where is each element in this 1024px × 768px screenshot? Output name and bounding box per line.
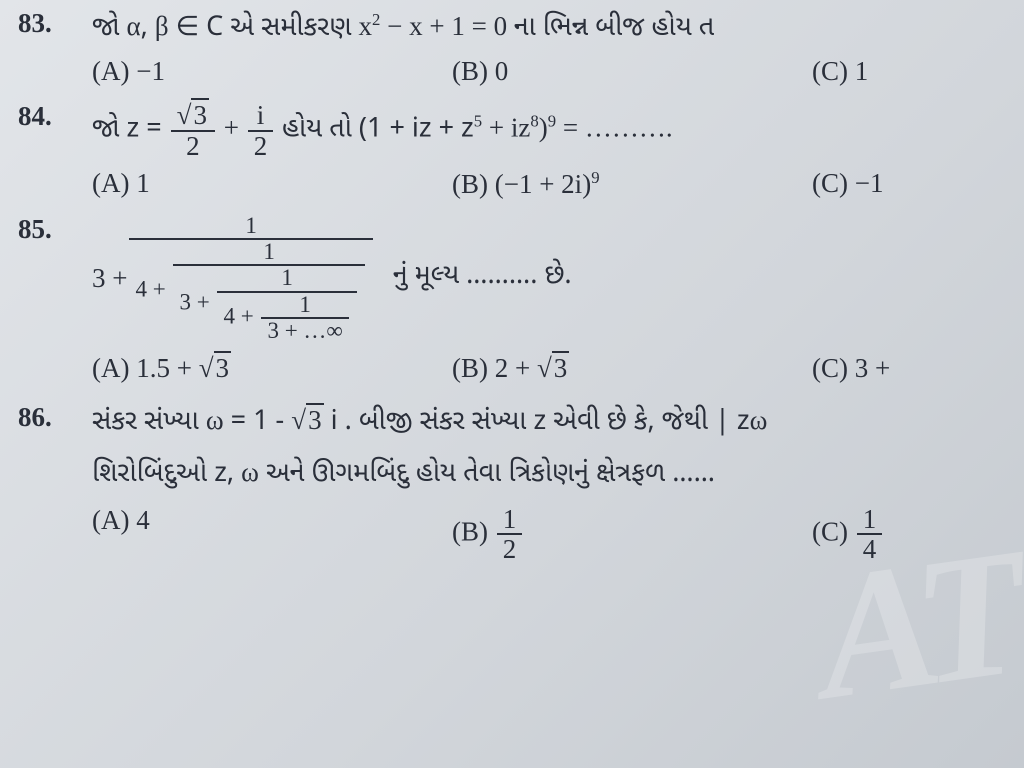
q83-options: (A) −1 (B) 0 (C) 1 — [92, 56, 1006, 87]
q84-option-b: (B) (−1 + 2i)9 — [452, 168, 812, 200]
q86-line2: શિરોબિંદુઓ z, ω અને ઊગમબિંદુ હોય તેવા ત્… — [92, 458, 715, 494]
q86-option-b: (B) 1 2 — [452, 505, 812, 564]
q84-frac2: i 2 — [248, 101, 274, 160]
q84-text: જો z = 3 2 + i 2 હોય તો (1 + iz + z5 + i… — [92, 101, 1006, 160]
q86-number: 86. — [18, 402, 52, 433]
q86-text: સંકર સંખ્યા ω = 1 − 3 i . બીજી સંકર સંખ્… — [92, 402, 1006, 495]
q84-option-a: (A) 1 — [92, 168, 452, 200]
q86-line1-pre: સંકર સંખ્યા ω = 1 − — [92, 406, 291, 441]
q85-continued-fraction: 1 4 + 1 3 + 1 4 + — [127, 214, 374, 343]
q84-number: 84. — [18, 101, 52, 132]
q86-option-a: (A) 4 — [92, 505, 452, 564]
question-84: 84. જો z = 3 2 + i 2 હોય તો (1 + iz + z5… — [18, 101, 1006, 200]
question-86: 86. સંકર સંખ્યા ω = 1 − 3 i . બીજી સંકર … — [18, 402, 1006, 564]
q83-option-c: (C) 1 — [812, 56, 992, 87]
q85-text: 3 + 1 4 + 1 3 + 1 — [92, 214, 1006, 343]
q83-eq-x: x — [359, 11, 373, 41]
sqrt-icon: 3 — [291, 402, 323, 438]
q83-option-a: (A) −1 — [92, 56, 452, 87]
q84-frac1: 3 2 — [171, 101, 215, 160]
q84-option-c: (C) −1 — [812, 168, 992, 200]
q83-text: જો α, β ∈ C એ સમીકરણ x2 − x + 1 = 0 ના ભ… — [92, 8, 1006, 48]
q83-pre: જો α, β ∈ C એ સમીકરણ — [92, 12, 359, 47]
q85-lead: 3 + — [92, 260, 127, 296]
q85-option-b: (B) 2 + 3 — [452, 353, 812, 384]
sqrt-icon: 3 — [537, 353, 569, 384]
q84-pre: જો z = — [92, 114, 169, 149]
q85-option-c: (C) 3 + — [812, 353, 992, 384]
q84-options: (A) 1 (B) (−1 + 2i)9 (C) −1 — [92, 168, 1006, 200]
q83-number: 83. — [18, 8, 52, 39]
q86-option-c: (C) 1 4 — [812, 505, 992, 564]
question-85: 85. 3 + 1 4 + 1 3 + — [18, 214, 1006, 384]
q83-option-b: (B) 0 — [452, 56, 812, 87]
q84-mid: હોય તો (1 + iz + z — [282, 114, 474, 149]
q83-post: ના ભિન્ન બીજ હોય ત — [514, 12, 714, 47]
q84-plus: + — [224, 113, 246, 143]
sqrt-icon: 3 — [199, 353, 231, 384]
q85-tail: નું મૂલ્ય ………. છે. — [393, 260, 572, 296]
q85-number: 85. — [18, 214, 52, 245]
sqrt-icon: 3 — [177, 101, 209, 129]
question-83: 83. જો α, β ∈ C એ સમીકરણ x2 − x + 1 = 0 … — [18, 8, 1006, 87]
q86-line1-post: i . બીજી સંકર સંખ્યા z એવી છે કે, જેથી |… — [324, 406, 768, 441]
q85-option-a: (A) 1.5 + 3 — [92, 353, 452, 384]
q85-options: (A) 1.5 + 3 (B) 2 + 3 (C) 3 + — [92, 353, 1006, 384]
q86-options: (A) 4 (B) 1 2 (C) 1 4 — [92, 505, 1006, 564]
exam-page: AT 83. જો α, β ∈ C એ સમીકરણ x2 − x + 1 =… — [0, 0, 1024, 768]
q83-eq-rest: − x + 1 = 0 — [380, 11, 507, 41]
